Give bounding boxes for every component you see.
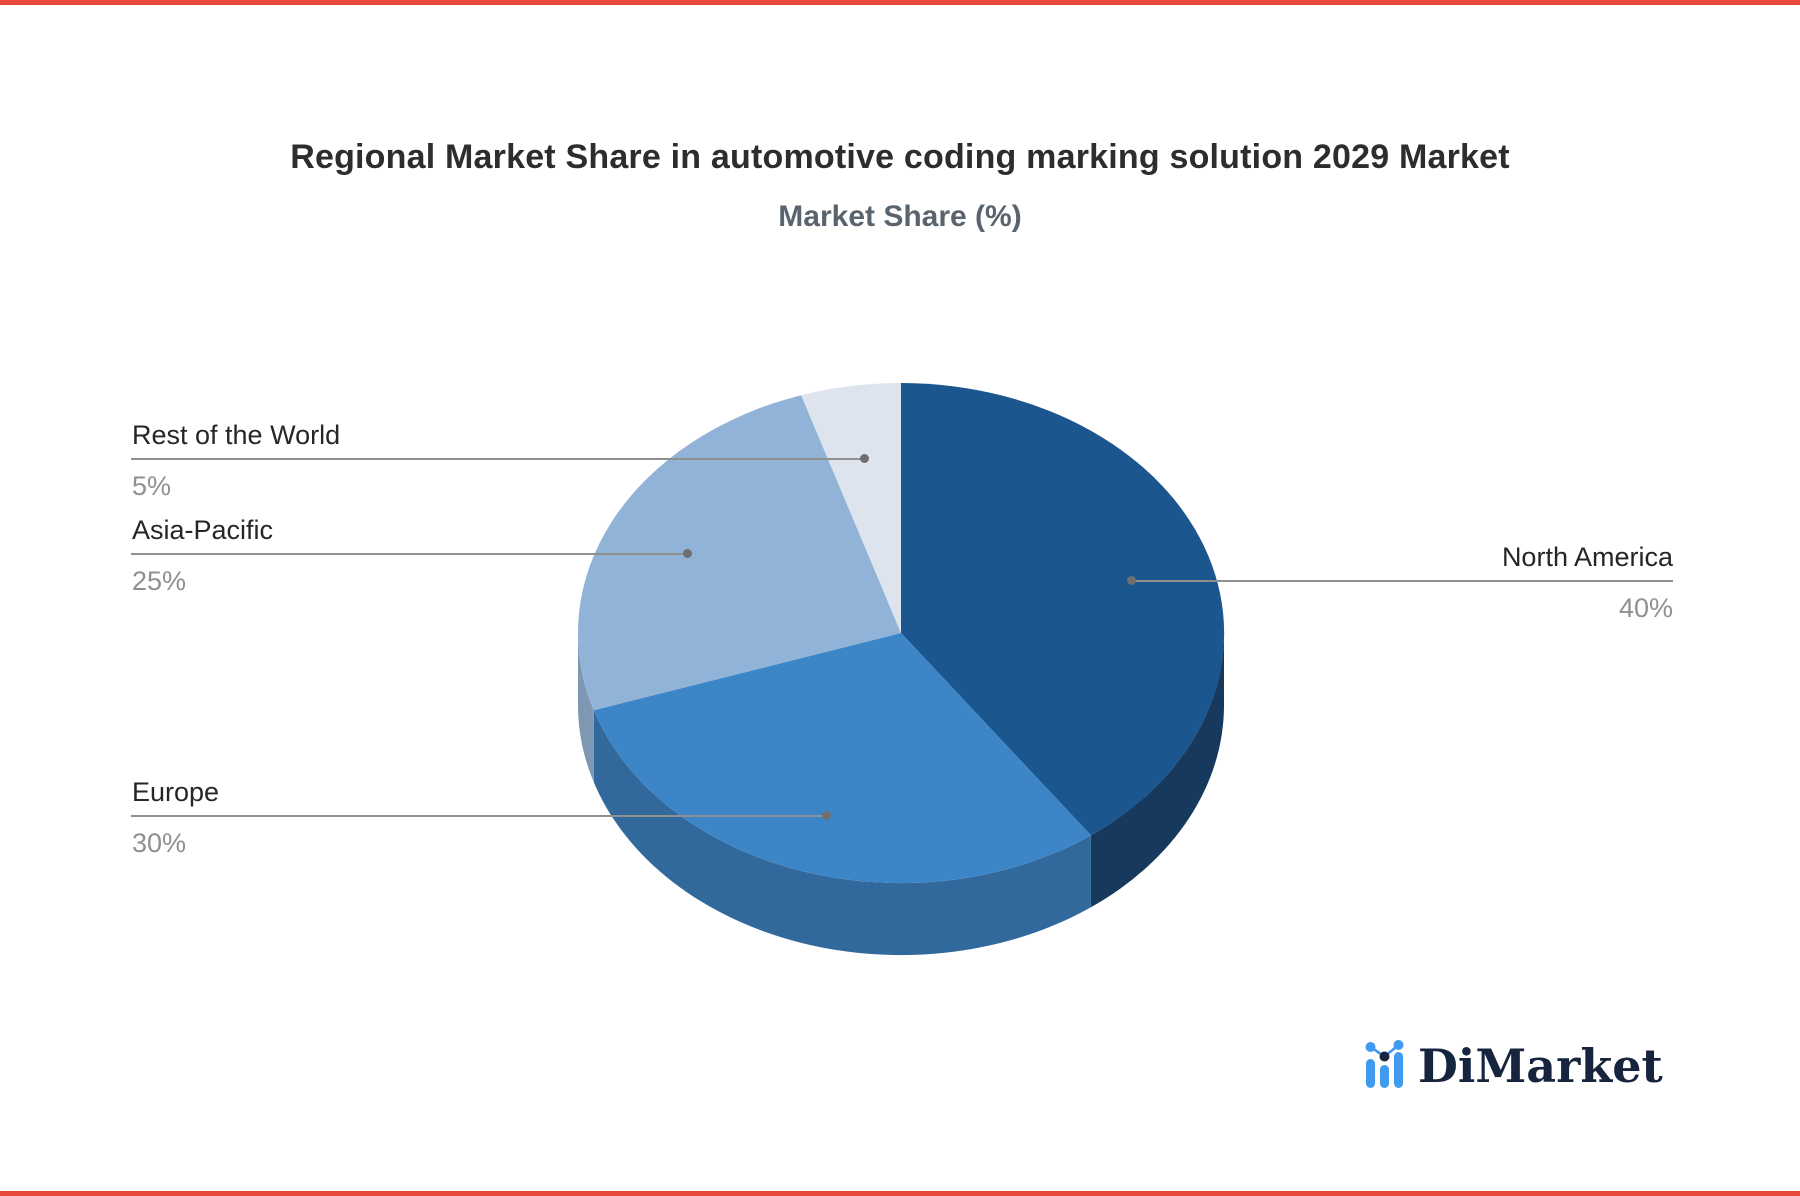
pie-slice-europe: [593, 633, 1091, 884]
leader-line: [131, 549, 692, 558]
slice-value: 40%: [1618, 593, 1673, 623]
leader-dot: [683, 549, 692, 558]
pie-slice-rest-of-the-world: [801, 382, 901, 633]
pie-slice-north-america: [901, 383, 1225, 836]
slice-label: Europe: [132, 777, 220, 807]
leader-dot: [822, 811, 831, 820]
logo-text: DiMarket: [1418, 1039, 1663, 1093]
pie-side-asia-pacific: [578, 633, 594, 783]
leader-line: [1127, 576, 1673, 585]
slice-label: Asia-Pacific: [132, 515, 274, 545]
callout-rest-of-the-world: Rest of the World 5%: [131, 420, 869, 501]
slice-value: 5%: [132, 471, 172, 501]
bar-chart-trend-icon: [1365, 1040, 1404, 1088]
leader-line: [131, 454, 869, 463]
slice-label: North America: [1501, 542, 1673, 572]
pie-slice-asia-pacific: [577, 395, 901, 711]
callout-asia-pacific: Asia-Pacific 25%: [131, 515, 692, 596]
logo: DiMarket: [1362, 1038, 1663, 1102]
top-accent-line: [0, 0, 1800, 5]
chart-title: Regional Market Share in automotive codi…: [290, 138, 1510, 176]
pie-side-europe: [593, 710, 1091, 956]
slice-label: Rest of the World: [132, 420, 341, 450]
callout-europe: Europe 30%: [131, 777, 831, 858]
pie-side-north-america: [1090, 633, 1225, 908]
bottom-accent-line: [0, 1191, 1800, 1196]
leader-dot: [860, 454, 869, 463]
slice-value: 30%: [132, 828, 187, 858]
leader-dot: [1127, 576, 1136, 585]
callout-north-america: North America 40%: [1127, 542, 1673, 623]
slice-value: 25%: [132, 566, 187, 596]
leader-line: [131, 811, 831, 820]
chart-subtitle: Market Share (%): [778, 200, 1022, 233]
